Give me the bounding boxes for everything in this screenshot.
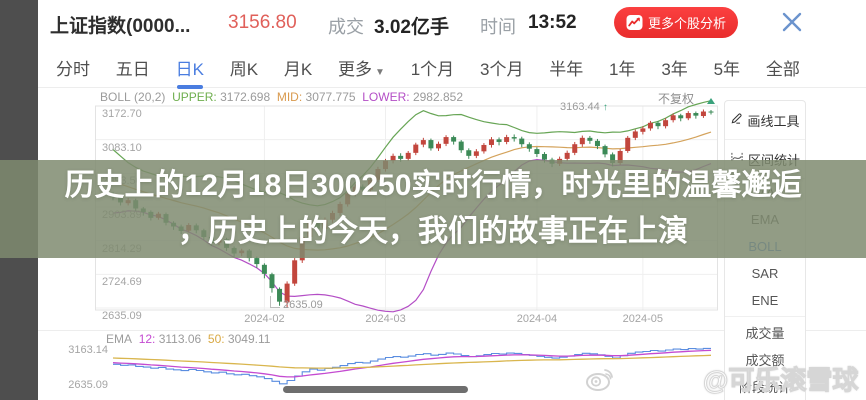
- trend-chart-icon: [626, 15, 643, 30]
- tab-分时[interactable]: 分时: [56, 60, 90, 79]
- sidebar-extra-成交额[interactable]: 成交额: [745, 353, 785, 368]
- x-axis-label: 2024-04: [516, 313, 558, 325]
- boll-mid-label: MID:: [276, 90, 303, 104]
- x-axis-label: 2024-03: [365, 313, 406, 325]
- y-axis-label: 2635.09: [102, 310, 142, 322]
- volume-label: 成交: [328, 17, 364, 37]
- sidebar-extra-阶段统计[interactable]: 阶段统计: [738, 380, 791, 395]
- sidebar-extra-成交量[interactable]: 成交量: [745, 326, 785, 341]
- price-step-line: [113, 347, 711, 385]
- tab-more-label: 更多: [338, 60, 373, 79]
- ema-legend: EMA 12: 3113.06 50: 3049.11: [106, 332, 271, 346]
- boll-upper-label: UPPER:: [172, 90, 217, 104]
- sidebar-tool-label: 画线工具: [747, 113, 800, 129]
- tab-5年[interactable]: 5年: [713, 60, 741, 79]
- chart-scrollbar[interactable]: [283, 386, 468, 393]
- ema-y-axis-bottom: 2635.09: [68, 379, 108, 391]
- period-tab-bar: 分时 五日 日K 周K 月K 更多 ▼ 1个月 3个月 半年 1年 3年 5年 全部: [56, 48, 800, 87]
- tab-月K[interactable]: 月K: [283, 60, 313, 79]
- ema12-line: [112, 349, 712, 378]
- more-analysis-button[interactable]: 更多个股分析: [614, 7, 738, 38]
- boll-name: BOLL: [100, 90, 131, 104]
- divider: [38, 87, 866, 88]
- high-price-tag: 3163.44 ↑: [560, 101, 608, 113]
- divider: [725, 316, 805, 317]
- sidebar-tool-画线工具[interactable]: 画线工具: [725, 101, 805, 140]
- low-price-callout: 2635.09: [283, 299, 323, 311]
- time-label: 时间: [480, 17, 516, 37]
- sidebar-indicator-ENE[interactable]: ENE: [751, 293, 779, 308]
- y-axis-label: 3172.70: [102, 108, 142, 120]
- banner-line2: ，历史上的今天，我们的故事正在上演: [178, 215, 688, 248]
- x-axis-label: 2024-02: [244, 313, 285, 325]
- time-value: 13:52: [528, 12, 577, 33]
- y-axis-label: 2724.69: [102, 276, 142, 289]
- divider: [38, 330, 866, 331]
- author-watermark: @可乐滚雪球: [702, 365, 859, 396]
- tab-更多[interactable]: 更多 ▼: [338, 55, 385, 80]
- volume-value: 3.02亿手: [374, 17, 449, 38]
- last-candle-marker: [707, 98, 715, 104]
- y-axis-label: 3083.10: [102, 141, 142, 154]
- tab-半年[interactable]: 半年: [549, 60, 584, 79]
- x-axis-label: 2024-05: [622, 313, 664, 325]
- pen-icon: [730, 112, 743, 128]
- ema-slow-label: 50:: [207, 332, 225, 346]
- tab-1个月[interactable]: 1个月: [410, 60, 455, 79]
- tab-全部[interactable]: 全部: [765, 60, 800, 79]
- ema-y-axis-top: 3163.14: [68, 344, 108, 356]
- index-title: 上证指数(0000...: [50, 16, 191, 37]
- banner-line1: 历史上的12月18日300250实时行情，时光里的温馨邂逅: [64, 169, 802, 202]
- boll-legend: BOLL (20,2) UPPER: 3172.698 MID: 3077.77…: [100, 90, 463, 104]
- ema-subchart[interactable]: [95, 330, 718, 396]
- index-price: 3156.80: [228, 12, 297, 33]
- overlay-banner: 历史上的12月18日300250实时行情，时光里的温馨邂逅 ，历史上的今天，我们…: [0, 160, 866, 258]
- adjust-mode-label[interactable]: 不复权: [658, 92, 695, 106]
- tab-五日[interactable]: 五日: [115, 60, 150, 79]
- tab-3个月[interactable]: 3个月: [479, 60, 524, 79]
- weibo-icon: [586, 369, 613, 391]
- tab-日K[interactable]: 日K: [176, 55, 204, 80]
- more-analysis-label: 更多个股分析: [647, 16, 726, 31]
- ema50-line: [112, 354, 712, 369]
- low-callout-bracket: [270, 296, 280, 308]
- chevron-down-icon: ▼: [375, 67, 385, 78]
- sidebar-indicator-SAR[interactable]: SAR: [751, 266, 779, 281]
- up-arrow-icon: ↑: [602, 102, 608, 113]
- tab-周K[interactable]: 周K: [229, 60, 259, 79]
- boll-lower-label: LOWER:: [362, 90, 410, 104]
- close-icon[interactable]: [779, 9, 805, 35]
- tab-3年[interactable]: 3年: [661, 60, 688, 79]
- ema-fast-label: 12:: [138, 332, 156, 346]
- tab-1年[interactable]: 1年: [609, 60, 636, 79]
